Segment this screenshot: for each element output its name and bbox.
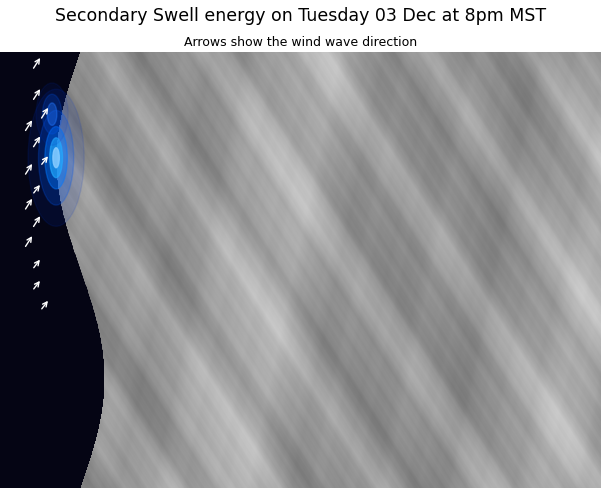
Ellipse shape (38, 111, 74, 205)
Ellipse shape (50, 139, 63, 178)
Ellipse shape (45, 127, 67, 189)
Text: Secondary Swell energy on Tuesday 03 Dec at 8pm MST: Secondary Swell energy on Tuesday 03 Dec… (55, 7, 546, 25)
Ellipse shape (36, 84, 68, 146)
Ellipse shape (53, 148, 59, 168)
Ellipse shape (28, 90, 84, 227)
Ellipse shape (47, 103, 57, 126)
Text: Arrows show the wind wave direction: Arrows show the wind wave direction (184, 36, 417, 49)
Ellipse shape (43, 95, 62, 135)
